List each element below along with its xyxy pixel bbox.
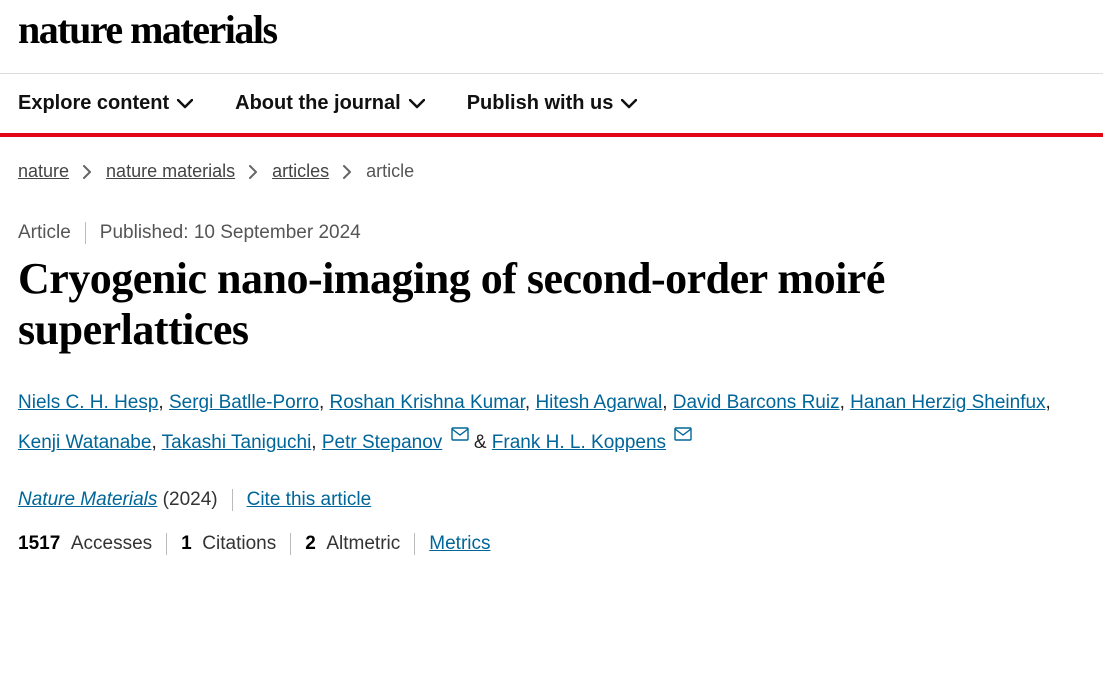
author-link[interactable]: Petr Stepanov — [322, 432, 442, 453]
published-label: Published: — [100, 222, 189, 243]
published-date-value: 10 September 2024 — [194, 222, 361, 243]
cite-article-link[interactable]: Cite this article — [247, 489, 372, 511]
author-link[interactable]: Roshan Krishna Kumar — [330, 392, 525, 413]
mail-icon[interactable] — [674, 427, 692, 441]
author-link[interactable]: David Barcons Ruiz — [673, 392, 840, 413]
metrics-bar: 1517 Accesses 1 Citations 2 Altmetric Me… — [0, 511, 1103, 573]
divider — [414, 533, 415, 555]
article-meta: Article Published: 10 September 2024 — [0, 182, 1103, 244]
author-list: Niels C. H. Hesp, Sergi Batlle-Porro, Ro… — [0, 355, 1103, 463]
chevron-right-icon — [343, 165, 352, 179]
main-nav: Explore content About the journal Publis… — [0, 73, 1103, 137]
chevron-down-icon — [177, 99, 193, 109]
divider — [290, 533, 291, 555]
chevron-right-icon — [83, 165, 92, 179]
metric-citations: 1 Citations — [181, 533, 276, 555]
divider — [232, 489, 233, 511]
author-link[interactable]: Hanan Herzig Sheinfux — [850, 392, 1045, 413]
breadcrumb-link[interactable]: articles — [272, 161, 329, 182]
breadcrumb-link[interactable]: nature materials — [106, 161, 235, 182]
breadcrumb: nature nature materials articles article — [0, 137, 1103, 182]
citation-year: (2024) — [163, 489, 218, 510]
nav-label: Publish with us — [467, 92, 614, 115]
nav-label: About the journal — [235, 92, 401, 115]
mail-icon[interactable] — [451, 427, 469, 441]
divider — [166, 533, 167, 555]
nav-label: Explore content — [18, 92, 169, 115]
breadcrumb-current: article — [366, 161, 414, 182]
article-type: Article — [18, 222, 71, 244]
divider — [85, 222, 86, 244]
chevron-down-icon — [409, 99, 425, 109]
nav-about-journal[interactable]: About the journal — [235, 92, 425, 115]
chevron-right-icon — [249, 165, 258, 179]
chevron-down-icon — [621, 99, 637, 109]
author-link[interactable]: Hitesh Agarwal — [535, 392, 662, 413]
metrics-link[interactable]: Metrics — [429, 533, 490, 555]
nav-explore-content[interactable]: Explore content — [18, 92, 193, 115]
metric-accesses: 1517 Accesses — [18, 533, 152, 555]
breadcrumb-link[interactable]: nature — [18, 161, 69, 182]
nav-publish-with-us[interactable]: Publish with us — [467, 92, 638, 115]
article-title: Cryogenic nano-imaging of second-order m… — [0, 244, 1103, 355]
metric-altmetric: 2 Altmetric — [305, 533, 400, 555]
author-link[interactable]: Sergi Batlle-Porro — [169, 392, 319, 413]
journal-logo[interactable]: nature materials — [0, 0, 1103, 73]
author-link[interactable]: Kenji Watanabe — [18, 432, 151, 453]
journal-link[interactable]: Nature Materials — [18, 489, 157, 510]
author-link[interactable]: Frank H. L. Koppens — [492, 432, 666, 453]
author-link[interactable]: Takashi Taniguchi — [162, 432, 312, 453]
published-date: Published: 10 September 2024 — [100, 222, 361, 244]
citation-line: Nature Materials (2024) Cite this articl… — [0, 463, 1103, 511]
author-link[interactable]: Niels C. H. Hesp — [18, 392, 158, 413]
